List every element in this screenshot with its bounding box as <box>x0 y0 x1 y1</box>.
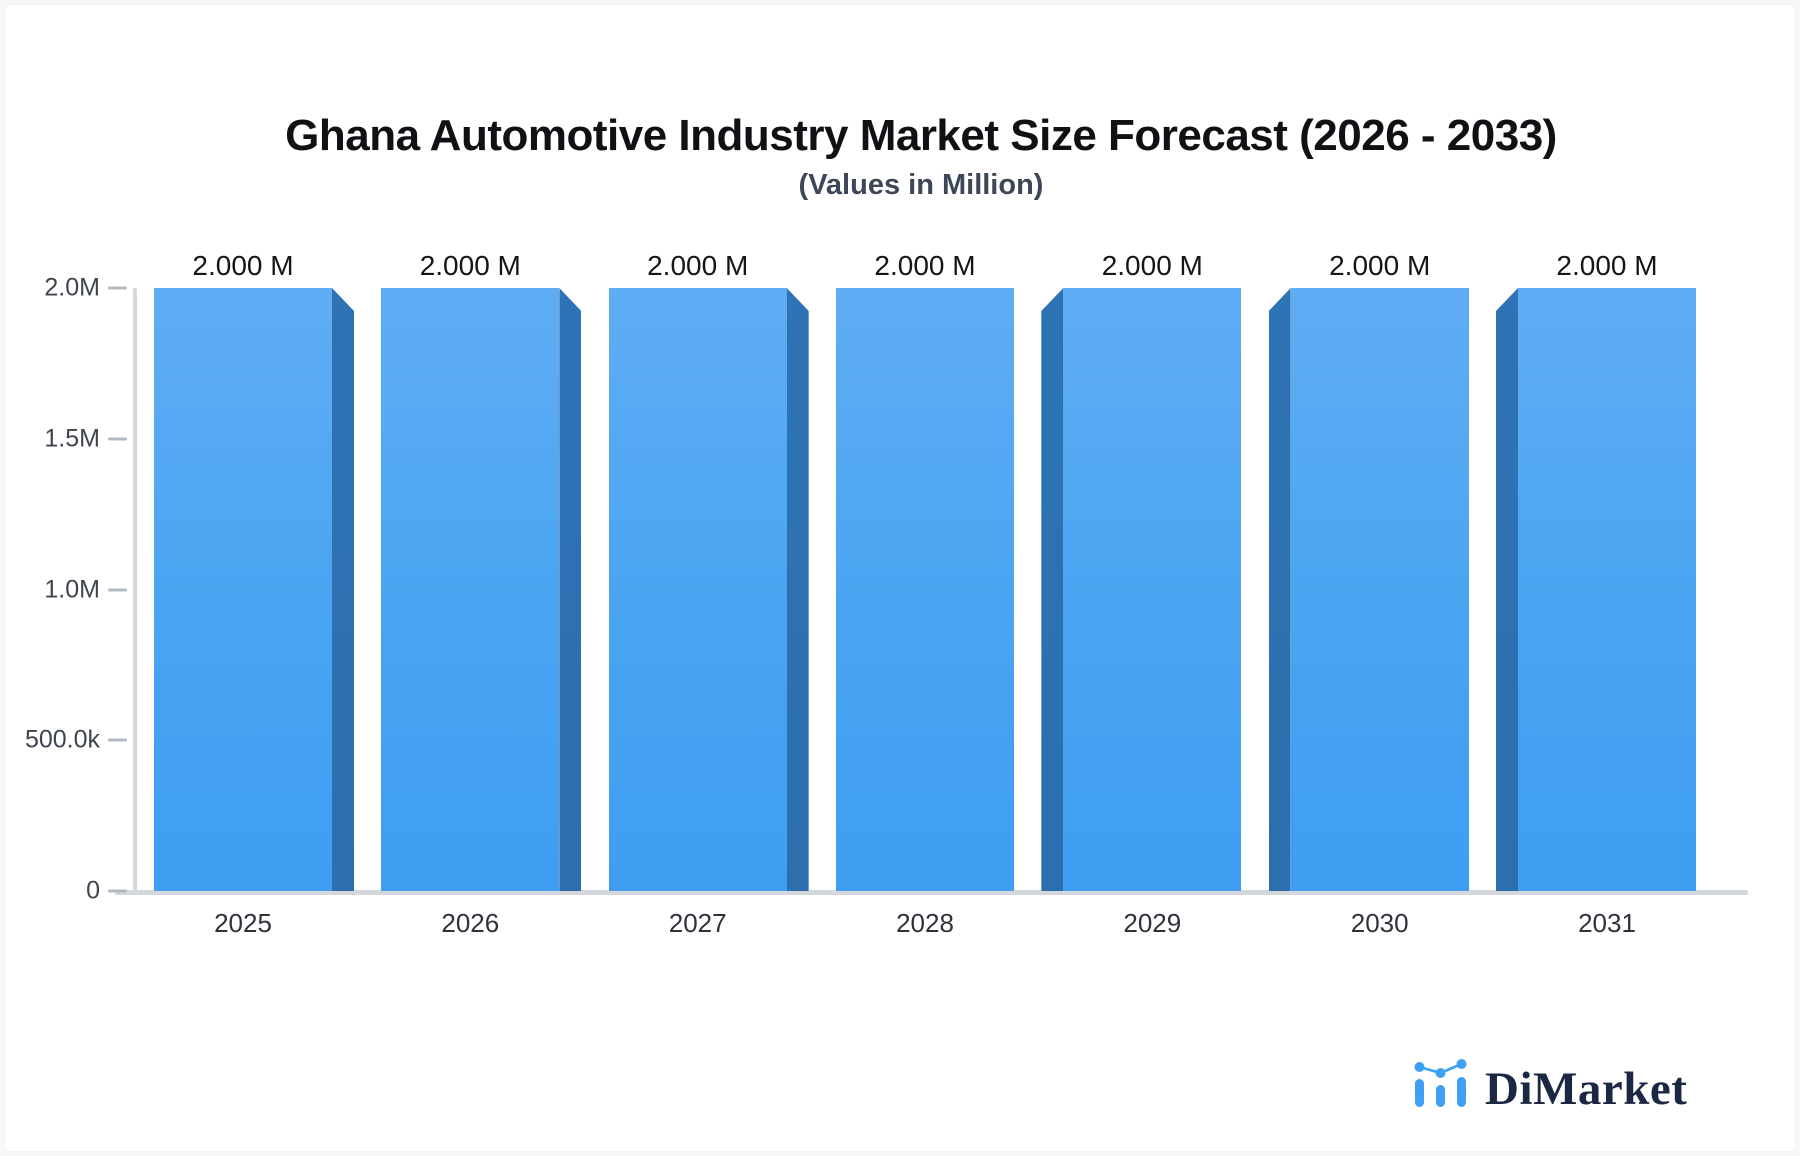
y-axis-tick-label: 2.0M <box>44 273 100 302</box>
plot-area: 0 500.0k 1.0M 1.5M 2.0M 2.000 M 2025 2.000 M 202… <box>5 5 1795 1151</box>
dimarket-bar-chart-logo-icon <box>1414 1059 1467 1107</box>
bar-value-label: 2.000 M <box>874 250 976 281</box>
x-axis-category-label: 2030 <box>1350 908 1409 938</box>
y-axis-tick-mark <box>108 286 127 290</box>
y-axis-tick-label: 1.5M <box>44 424 100 453</box>
bar-value-label: 2.000 M <box>192 250 294 281</box>
watermark-logo: DiMarket <box>1409 1045 1739 1113</box>
y-axis-tick-label: 500.0k <box>24 725 100 754</box>
x-axis-category-label: 2029 <box>1123 908 1182 938</box>
bar-side-face <box>332 288 354 891</box>
bar-side-face <box>1041 288 1064 891</box>
bar-value-label: 2.000 M <box>1329 250 1431 281</box>
x-axis-category-label: 2027 <box>668 908 727 938</box>
y-axis-tick-label: 0 <box>86 876 100 905</box>
x-axis-line <box>115 890 1748 895</box>
bar-value-label: 2.000 M <box>647 250 749 281</box>
bar-side-face <box>1268 288 1291 891</box>
y-axis-line <box>133 288 137 895</box>
bar-body <box>381 288 560 891</box>
y-axis-tick-mark <box>108 588 127 591</box>
bar-body <box>608 288 787 891</box>
y-axis-tick-mark <box>108 437 127 441</box>
bar-body <box>836 288 1014 891</box>
bar-value-label: 2.000 M <box>1101 250 1203 281</box>
bar-body <box>1518 288 1696 891</box>
chart-canvas: Ghana Automotive Industry Market Size Fo… <box>4 4 1796 1152</box>
bar-side-face <box>1496 288 1518 891</box>
bar-body <box>1290 288 1469 891</box>
x-axis-category-label: 2026 <box>441 908 500 938</box>
brand-name: DiMarket <box>1485 1063 1688 1115</box>
bar-value-label: 2.000 M <box>419 250 521 281</box>
chart-subtitle: (Values in Million) <box>798 169 1044 201</box>
x-axis-category-label: 2028 <box>896 908 954 938</box>
bar-value-label: 2.000 M <box>1556 250 1658 281</box>
y-axis-tick-mark <box>108 889 127 893</box>
x-axis-category-label: 2025 <box>214 908 272 938</box>
y-axis-tick-mark <box>108 738 127 742</box>
bar-side-face <box>559 288 582 891</box>
x-axis-category-label: 2031 <box>1578 908 1636 938</box>
y-axis-tick-label: 1.0M <box>44 575 100 603</box>
bar-side-face <box>786 288 809 891</box>
bar-body <box>1063 288 1242 891</box>
chart-title: Ghana Automotive Industry Market Size Fo… <box>285 111 1557 160</box>
bar-body <box>154 288 332 891</box>
